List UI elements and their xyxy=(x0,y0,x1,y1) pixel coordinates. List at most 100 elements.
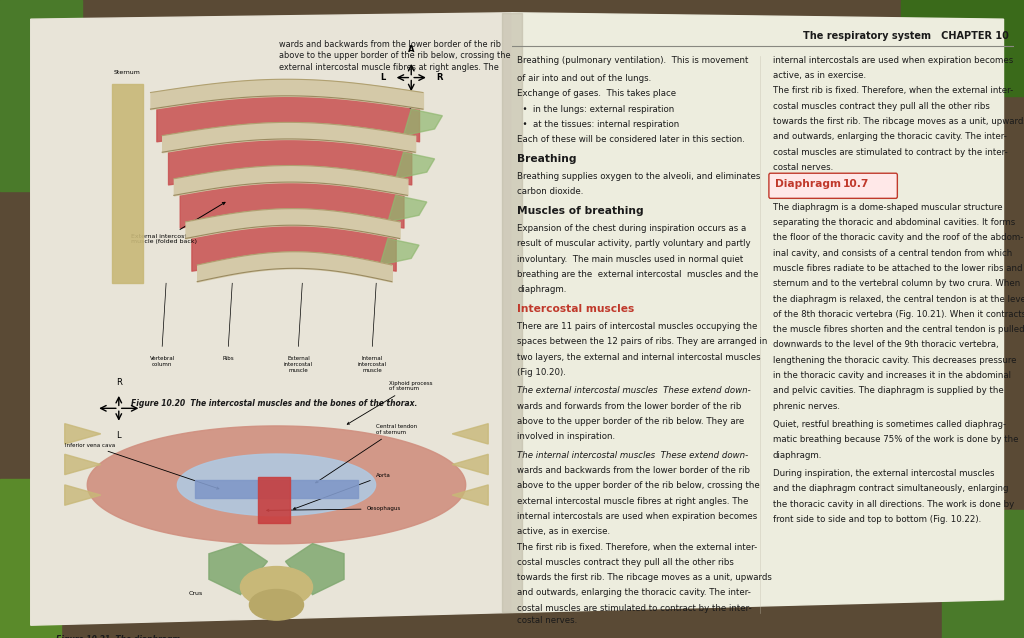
Polygon shape xyxy=(65,485,100,505)
Polygon shape xyxy=(453,424,488,444)
Text: External intercostal
muscle (folded back): External intercostal muscle (folded back… xyxy=(131,202,225,244)
Polygon shape xyxy=(453,454,488,475)
Text: Internal
intercostal
muscle: Internal intercostal muscle xyxy=(357,356,387,373)
Text: towards the first rib. The ribcage moves as a unit, upwards: towards the first rib. The ribcage moves… xyxy=(517,573,772,582)
Text: 10.7: 10.7 xyxy=(843,179,869,189)
Text: and the diaphragm contract simultaneously, enlarging: and the diaphragm contract simultaneousl… xyxy=(773,484,1009,493)
Text: diaphragm.: diaphragm. xyxy=(773,450,822,460)
Bar xyxy=(0,0,82,191)
Text: inal cavity, and consists of a central tendon from which: inal cavity, and consists of a central t… xyxy=(773,249,1012,258)
Text: Quiet, restful breathing is sometimes called diaphrag-: Quiet, restful breathing is sometimes ca… xyxy=(773,420,1006,429)
Text: Diaphragm: Diaphragm xyxy=(775,179,842,189)
Text: R: R xyxy=(116,378,122,387)
Text: Vertebral
column: Vertebral column xyxy=(150,356,175,367)
Polygon shape xyxy=(395,152,434,179)
Text: of the 8th thoracic vertebra (Fig. 10.21). When it contracts,: of the 8th thoracic vertebra (Fig. 10.21… xyxy=(773,310,1024,319)
Polygon shape xyxy=(87,426,466,544)
Circle shape xyxy=(250,590,303,620)
Text: the thoracic cavity in all directions. The work is done by: the thoracic cavity in all directions. T… xyxy=(773,500,1014,508)
Text: muscle fibres radiate to be attached to the lower ribs and: muscle fibres radiate to be attached to … xyxy=(773,264,1022,273)
Text: in the thoracic cavity and increases it in the abdominal: in the thoracic cavity and increases it … xyxy=(773,371,1011,380)
Polygon shape xyxy=(453,485,488,505)
Text: costal muscles are stimulated to contract by the inter-: costal muscles are stimulated to contrac… xyxy=(773,147,1008,156)
Bar xyxy=(0,478,61,638)
Text: Sternum: Sternum xyxy=(114,70,140,75)
Text: Central tendon
of sternum: Central tendon of sternum xyxy=(315,424,417,483)
Polygon shape xyxy=(65,424,100,444)
Text: The external intercostal muscles  These extend down-: The external intercostal muscles These e… xyxy=(517,387,751,396)
Text: Intercostal muscles: Intercostal muscles xyxy=(517,304,634,314)
Text: towards the first rib. The ribcage moves as a unit, upwards: towards the first rib. The ribcage moves… xyxy=(773,117,1024,126)
Text: The respiratory system   CHAPTER 10: The respiratory system CHAPTER 10 xyxy=(803,31,1009,41)
Text: costal muscles are stimulated to contract by the inter-: costal muscles are stimulated to contrac… xyxy=(517,604,752,613)
Text: the diaphragm is relaxed, the central tendon is at the level: the diaphragm is relaxed, the central te… xyxy=(773,295,1024,304)
Text: costal muscles contract they pull all the other ribs: costal muscles contract they pull all th… xyxy=(517,558,734,567)
Text: diaphragm.: diaphragm. xyxy=(517,285,566,294)
Text: (Fig 10.20).: (Fig 10.20). xyxy=(517,368,566,377)
Text: external intercostal muscle fibres at right angles. The: external intercostal muscle fibres at ri… xyxy=(517,496,749,506)
Text: the muscle fibres shorten and the central tendon is pulled: the muscle fibres shorten and the centra… xyxy=(773,325,1024,334)
Text: above to the upper border of the rib below, crossing the: above to the upper border of the rib bel… xyxy=(517,481,760,491)
Text: lengthening the thoracic cavity. This decreases pressure: lengthening the thoracic cavity. This de… xyxy=(773,356,1017,365)
Text: phrenic nerves.: phrenic nerves. xyxy=(773,402,840,411)
Polygon shape xyxy=(31,13,512,625)
Text: breathing are the  external intercostal  muscles and the: breathing are the external intercostal m… xyxy=(517,270,759,279)
Text: wards and backwards from the lower border of the rib: wards and backwards from the lower borde… xyxy=(279,40,501,48)
Text: The first rib is fixed. Therefore, when the external inter-: The first rib is fixed. Therefore, when … xyxy=(517,542,758,552)
Text: Expansion of the chest during inspiration occurs as a: Expansion of the chest during inspiratio… xyxy=(517,224,746,233)
Text: front side to side and top to bottom (Fig. 10.22).: front side to side and top to bottom (Fi… xyxy=(773,515,981,524)
Text: downwards to the level of the 9th thoracic vertebra,: downwards to the level of the 9th thorac… xyxy=(773,341,998,350)
Text: Xiphoid process
of sternum: Xiphoid process of sternum xyxy=(347,381,432,424)
Polygon shape xyxy=(286,544,344,595)
Text: P: P xyxy=(409,103,415,112)
Bar xyxy=(258,477,290,523)
Text: •  at the tissues: internal respiration: • at the tissues: internal respiration xyxy=(517,120,679,129)
Text: Figure 10.20  The intercostal muscles and the bones of the thorax.: Figure 10.20 The intercostal muscles and… xyxy=(131,399,418,408)
Text: Inferior vena cava: Inferior vena cava xyxy=(65,443,219,489)
Text: Exchange of gases.  This takes place: Exchange of gases. This takes place xyxy=(517,89,676,98)
Text: internal intercostals are used when expiration becomes: internal intercostals are used when expi… xyxy=(517,512,758,521)
Text: the floor of the thoracic cavity and the roof of the abdom-: the floor of the thoracic cavity and the… xyxy=(773,234,1023,242)
Text: involved in inspiration.: involved in inspiration. xyxy=(517,433,615,441)
Text: and outwards, enlarging the thoracic cavity. The inter-: and outwards, enlarging the thoracic cav… xyxy=(773,132,1007,141)
Text: A: A xyxy=(408,45,415,54)
Text: L: L xyxy=(117,431,121,440)
Text: Breathing supplies oxygen to the alveoli, and eliminates: Breathing supplies oxygen to the alveoli… xyxy=(517,172,761,181)
Text: The internal intercostal muscles  These extend down-: The internal intercostal muscles These e… xyxy=(517,450,749,460)
Text: During inspiration, the external intercostal muscles: During inspiration, the external interco… xyxy=(773,469,994,478)
Text: wards and backwards from the lower border of the rib: wards and backwards from the lower borde… xyxy=(517,466,750,475)
Polygon shape xyxy=(65,454,100,475)
Bar xyxy=(502,13,522,612)
Bar xyxy=(196,480,357,498)
Text: •  in the lungs: external respiration: • in the lungs: external respiration xyxy=(517,105,674,114)
Text: of air into and out of the lungs.: of air into and out of the lungs. xyxy=(517,74,651,83)
Text: active, as in exercise.: active, as in exercise. xyxy=(517,527,610,537)
Text: costal nerves.: costal nerves. xyxy=(517,616,578,625)
Text: above to the upper border of the rib below. They are: above to the upper border of the rib bel… xyxy=(517,417,744,426)
Text: spaces between the 12 pairs of ribs. They are arranged in: spaces between the 12 pairs of ribs. The… xyxy=(517,338,767,346)
Text: R: R xyxy=(436,73,443,82)
Text: and outwards, enlarging the thoracic cavity. The inter-: and outwards, enlarging the thoracic cav… xyxy=(517,588,751,598)
Polygon shape xyxy=(388,195,427,222)
Circle shape xyxy=(241,567,312,607)
Text: The diaphragm is a dome-shaped muscular structure: The diaphragm is a dome-shaped muscular … xyxy=(773,203,1002,212)
Polygon shape xyxy=(177,454,376,516)
Text: The first rib is fixed. Therefore, when the external inter-: The first rib is fixed. Therefore, when … xyxy=(773,86,1013,95)
Text: Muscles of breathing: Muscles of breathing xyxy=(517,205,644,216)
Text: Oesophagus: Oesophagus xyxy=(266,507,400,512)
Text: above to the upper border of the rib below, crossing the: above to the upper border of the rib bel… xyxy=(279,51,510,60)
Text: sternum and to the vertebral column by two crura. When: sternum and to the vertebral column by t… xyxy=(773,279,1020,288)
Polygon shape xyxy=(209,544,267,595)
Text: wards and forwards from the lower border of the rib: wards and forwards from the lower border… xyxy=(517,402,741,411)
Text: Aorta: Aorta xyxy=(294,473,390,509)
Text: L: L xyxy=(381,73,386,82)
Text: two layers, the external and internal intercostal muscles: two layers, the external and internal in… xyxy=(517,353,761,362)
Text: costal nerves.: costal nerves. xyxy=(773,163,834,172)
Text: matic breathing because 75% of the work is done by the: matic breathing because 75% of the work … xyxy=(773,435,1019,445)
Bar xyxy=(942,510,1024,638)
Text: External
intercostal
muscle: External intercostal muscle xyxy=(284,356,313,373)
Text: Ribs: Ribs xyxy=(222,356,234,361)
Bar xyxy=(901,0,1024,96)
Text: Crus: Crus xyxy=(188,591,203,596)
Text: active, as in exercise.: active, as in exercise. xyxy=(773,71,866,80)
